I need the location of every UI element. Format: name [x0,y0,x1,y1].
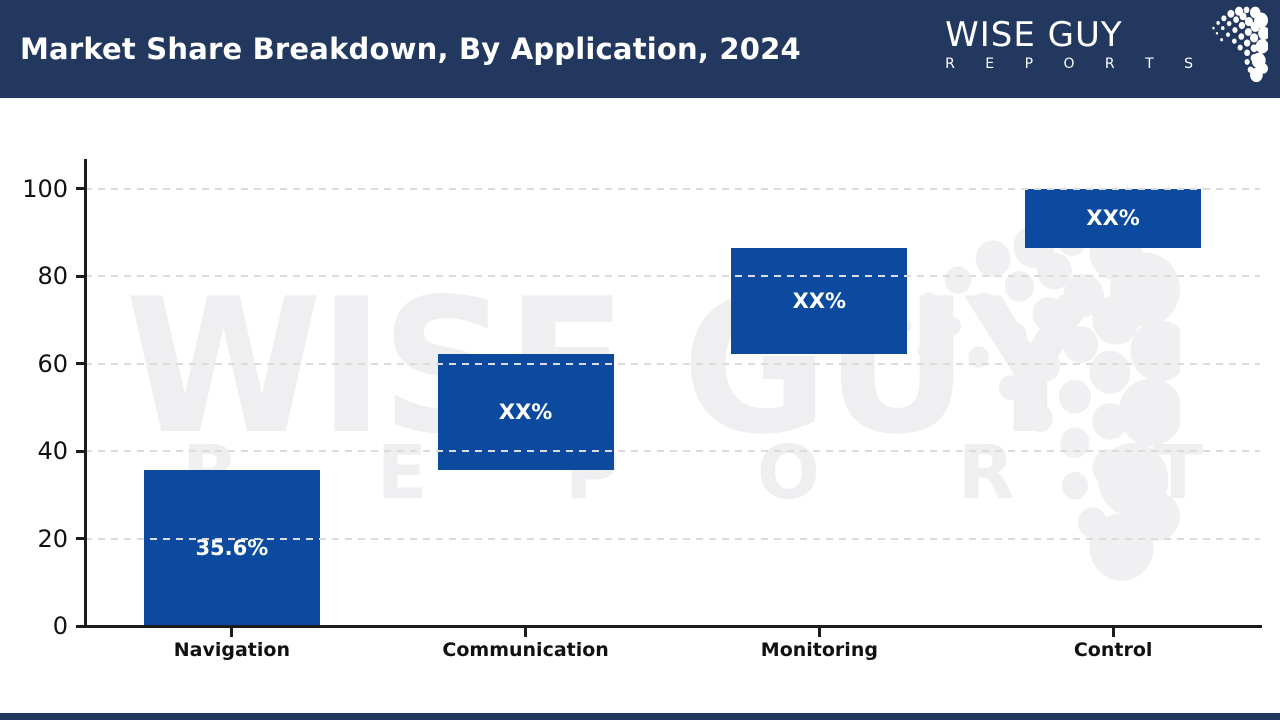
gridline-40 [85,450,1260,452]
y-tick-0 [76,624,85,628]
logo-subtitle: R E P O R T S [945,56,1206,73]
logo-text: WISE GUY R E P O R T S [945,14,1206,73]
x-category-label: Communication [442,639,609,661]
gridline-20 [85,537,1260,540]
y-tick-80 [76,274,85,278]
x-category-label: Navigation [173,639,290,661]
bar-navigation: 35.6% [143,470,320,626]
header-bar: Market Share Breakdown, By Application, … [0,0,1280,98]
x-tick-3 [1111,628,1115,637]
gridline-100 [85,187,1260,190]
x-tick-1 [524,628,528,637]
y-tick-60 [76,362,85,365]
x-tick-2 [817,628,821,637]
x-axis-line [84,625,1262,628]
y-tick-label-60: 60 [37,349,68,378]
chart-title: Market Share Breakdown, By Application, … [20,32,801,66]
bar-value-label: XX% [792,288,847,313]
logo-face-dots [1212,6,1268,83]
wiseguy-logo: WISE GUY R E P O R T S [945,6,1268,84]
bar-control: XX% [1025,188,1202,248]
y-tick-20 [76,537,85,540]
logo-face-icon [1212,6,1268,83]
y-tick-label-0: 0 [52,612,68,640]
x-tick-0 [230,628,234,637]
bar-value-label: XX% [1086,206,1140,231]
y-tick-label-80: 80 [37,262,68,290]
bar-value-label: XX% [498,400,553,425]
x-category-label: Monitoring [760,639,878,661]
bar-communication: XX% [437,353,614,471]
logo-wordmark: WISE GUY [945,14,1123,55]
gridline-80 [85,275,1260,277]
watermark-face-dots [899,225,1180,581]
bar-value-label: 35.6% [195,536,269,561]
y-tick-label-100: 100 [22,174,68,203]
y-tick-40 [76,449,85,453]
y-tick-label-20: 20 [37,524,68,553]
gridline-60 [85,362,1260,365]
y-tick-100 [76,187,85,190]
bar-monitoring: XX% [731,248,908,354]
y-tick-label-40: 40 [37,437,68,465]
y-axis-line [84,159,87,628]
watermark-face-icon [899,225,1180,581]
footer-bar [0,713,1280,720]
x-category-label: Control [1073,639,1153,661]
